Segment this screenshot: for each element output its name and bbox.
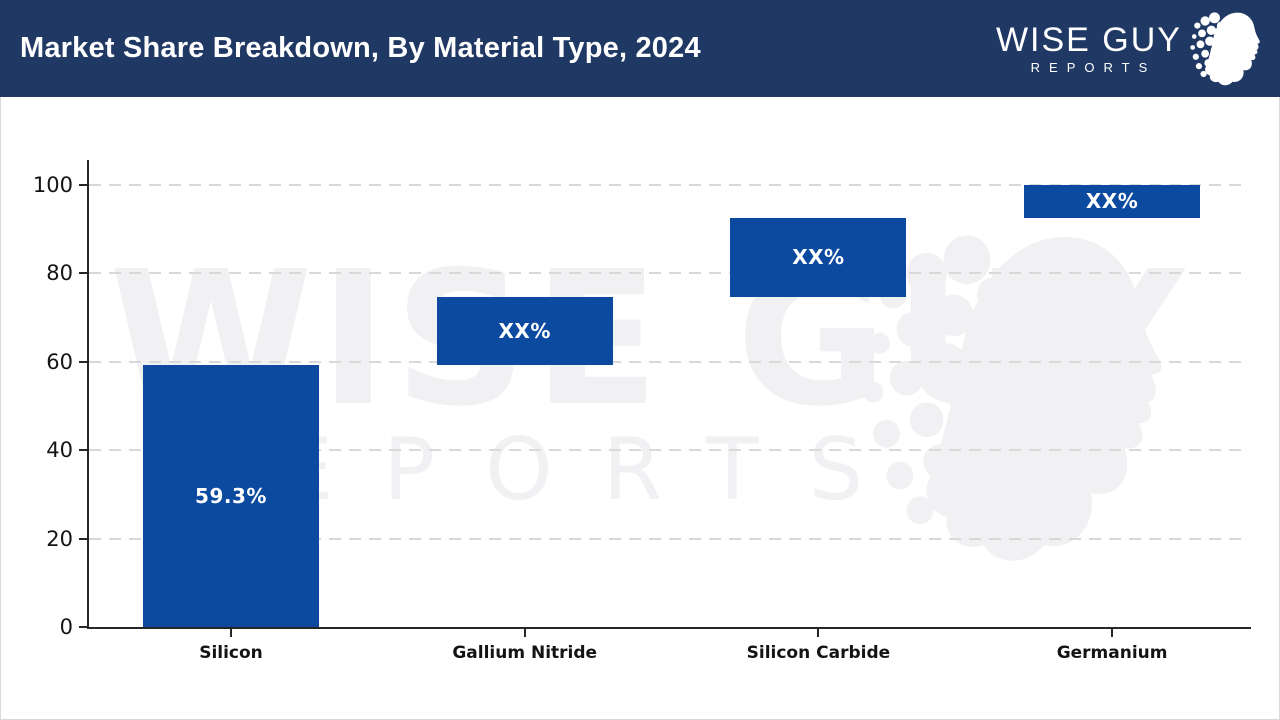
y-tick-label-20: 20 [46, 526, 73, 551]
y-tick-0 [79, 626, 87, 628]
y-tick-label-100: 100 [32, 173, 73, 197]
x-tick-label-germanium: Germanium [1056, 643, 1168, 663]
y-tick-label-80: 80 [46, 261, 73, 286]
y-tick-label-40: 40 [46, 438, 73, 463]
bar-gallium-nitride: XX% [436, 297, 613, 365]
y-tick-20 [79, 537, 87, 540]
brand-logo: WISE GUY REPORTS [996, 7, 1266, 91]
logo-wordmark-main: WISE GUY [995, 21, 1182, 59]
logo-wordmark: WISE GUY REPORTS [996, 23, 1182, 74]
logo-wordmark-sub: REPORTS [1030, 60, 1157, 75]
x-tick-label-silicon: Silicon [199, 643, 263, 663]
y-tick-label-60: 60 [46, 349, 73, 374]
x-axis-spine [87, 627, 1251, 629]
y-gridline-80 [89, 272, 1247, 275]
x-tick-silicon [230, 629, 232, 637]
bar-value-label-gallium-nitride: XX% [498, 319, 551, 344]
chart-canvas: WISE GUY REPORTS 0 20 40 60 80 100 59.3% Silico… [0, 97, 1280, 720]
page-title: Market Share Breakdown, By Material Type… [20, 32, 701, 64]
y-tick-60 [79, 360, 87, 363]
bar-silicon: 59.3% [143, 364, 319, 627]
bar-germanium: XX% [1024, 185, 1201, 218]
x-tick-gallium-nitride [523, 629, 526, 637]
y-gridline-100 [89, 184, 1247, 186]
y-tick-80 [79, 272, 87, 275]
y-gridline-60 [89, 360, 1247, 363]
y-tick-100 [79, 184, 87, 186]
y-gridline-40 [89, 449, 1247, 452]
bar-silicon-carbide: XX% [730, 217, 907, 298]
y-tick-40 [79, 449, 87, 452]
logo-head-icon [1190, 11, 1260, 85]
x-tick-silicon-carbide [817, 629, 820, 637]
x-tick-label-gallium-nitride: Gallium Nitride [452, 643, 598, 663]
x-tick-label-silicon-carbide: Silicon Carbide [746, 643, 891, 663]
y-gridline-20 [89, 537, 1247, 540]
bar-value-label-germanium: XX% [1085, 189, 1139, 214]
y-axis-spine [87, 160, 89, 629]
header-bar: Market Share Breakdown, By Material Type… [0, 0, 1280, 97]
y-tick-label-0: 0 [59, 615, 73, 639]
x-tick-germanium [1111, 629, 1114, 637]
bar-value-label-silicon-carbide: XX% [792, 245, 845, 270]
bar-value-label-silicon: 59.3% [195, 483, 267, 508]
plot-area: 0 20 40 60 80 100 59.3% Silicon XX% Gallium Nitri… [33, 160, 1251, 663]
